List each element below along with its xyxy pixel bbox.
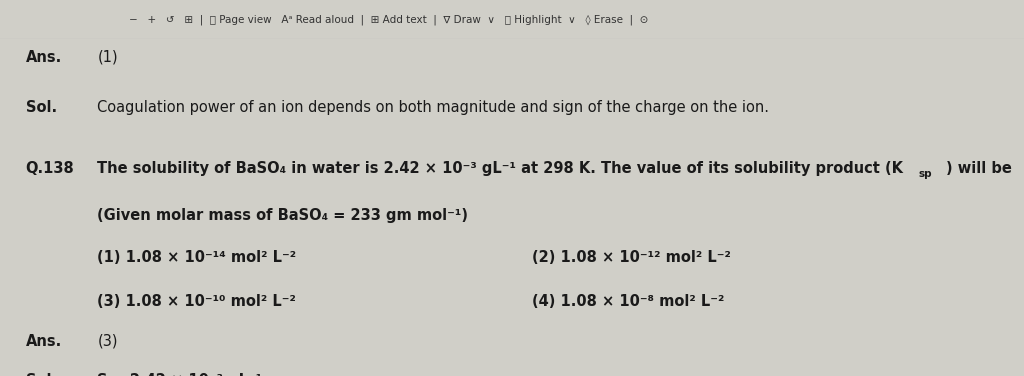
Text: (1): (1) [97,50,118,65]
Text: Coagulation power of an ion depends on both magnitude and sign of the charge on : Coagulation power of an ion depends on b… [97,100,769,115]
Text: Sol.: Sol. [26,373,56,376]
Text: S = 2.42 × 10⁻³ gL⁻¹: S = 2.42 × 10⁻³ gL⁻¹ [97,373,262,376]
Text: Q.138: Q.138 [26,161,75,176]
Text: Sol.: Sol. [26,100,56,115]
Text: (Given molar mass of BaSO₄ = 233 gm mol⁻¹): (Given molar mass of BaSO₄ = 233 gm mol⁻… [97,208,468,223]
Text: (1) 1.08 × 10⁻¹⁴ mol² L⁻²: (1) 1.08 × 10⁻¹⁴ mol² L⁻² [97,250,296,265]
Text: sp: sp [919,169,932,179]
Text: Ans.: Ans. [26,50,61,65]
Text: ) will be: ) will be [946,161,1012,176]
Text: (3): (3) [97,334,118,349]
Text: Ans.: Ans. [26,334,61,349]
Text: (3) 1.08 × 10⁻¹⁰ mol² L⁻²: (3) 1.08 × 10⁻¹⁰ mol² L⁻² [97,294,296,309]
Text: (4) 1.08 × 10⁻⁸ mol² L⁻²: (4) 1.08 × 10⁻⁸ mol² L⁻² [532,294,725,309]
Text: The solubility of BaSO₄ in water is 2.42 × 10⁻³ gL⁻¹ at 298 K. The value of its : The solubility of BaSO₄ in water is 2.42… [97,161,903,176]
Text: (2) 1.08 × 10⁻¹² mol² L⁻²: (2) 1.08 × 10⁻¹² mol² L⁻² [532,250,731,265]
Text: −   +   ↺   ⊞  |  ⧉ Page view   Aᵃ Read aloud  |  ⊞ Add text  |  ∇ Draw  ∨   ⩓ H: − + ↺ ⊞ | ⧉ Page view Aᵃ Read aloud | ⊞ … [129,14,649,25]
